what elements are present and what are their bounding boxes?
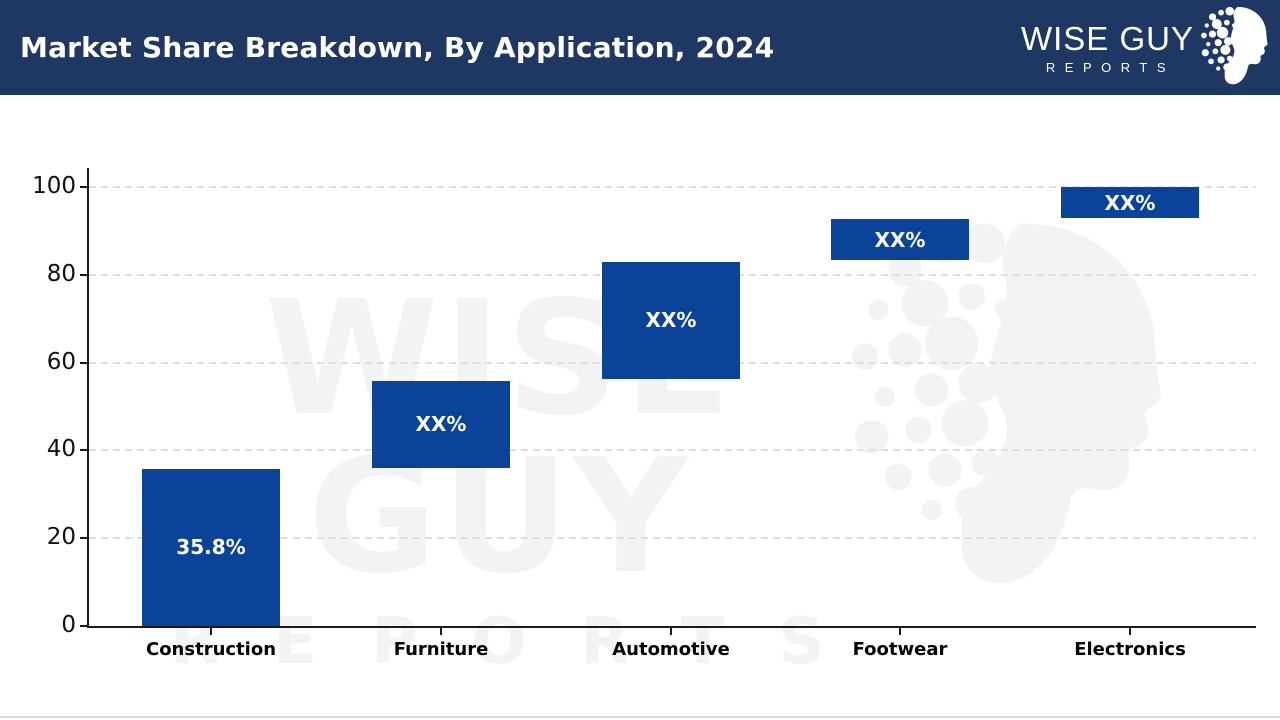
y-tick-60 bbox=[80, 361, 88, 364]
bar-automotive: XX% bbox=[602, 261, 740, 380]
y-tick-label-100: 100 bbox=[32, 173, 76, 199]
bar-value-label: XX% bbox=[415, 412, 467, 437]
y-tick-label-20: 20 bbox=[46, 524, 76, 551]
x-axis-label-furniture: Furniture bbox=[393, 639, 489, 660]
footer-divider bbox=[0, 716, 1280, 718]
logo-wordmark: WISE GUY bbox=[1020, 19, 1194, 57]
x-axis-label-construction: Construction bbox=[145, 639, 277, 660]
x-axis-label-automotive: Automotive bbox=[612, 639, 730, 660]
bar-value-label: 35.8% bbox=[176, 535, 246, 560]
y-tick-label-80: 80 bbox=[46, 260, 76, 287]
bar-footwear: XX% bbox=[831, 219, 969, 260]
bar-value-label: XX% bbox=[1104, 190, 1156, 215]
y-tick-label-0: 0 bbox=[61, 612, 76, 638]
logo-subtitle: REPORTS bbox=[1045, 59, 1176, 75]
y-tick-0 bbox=[80, 625, 88, 627]
bar-construction: 35.8% bbox=[142, 468, 280, 626]
bar-furniture: XX% bbox=[372, 381, 510, 468]
x-tick-electronics bbox=[1129, 628, 1131, 635]
y-axis-line bbox=[87, 168, 89, 628]
y-tick-20 bbox=[80, 537, 88, 540]
wise-guy-logo: WISE GUY REPORTS bbox=[1021, 4, 1270, 90]
x-axis-line bbox=[87, 626, 1256, 628]
header: Market Share Breakdown, By Application, … bbox=[0, 0, 1280, 95]
bar-value-label: XX% bbox=[874, 227, 926, 252]
y-tick-100 bbox=[80, 186, 88, 188]
page-title: Market Share Breakdown, By Application, … bbox=[20, 31, 775, 64]
x-tick-construction bbox=[210, 628, 212, 635]
gridline-100 bbox=[89, 186, 1256, 188]
logo-text: WISE GUY REPORTS bbox=[1021, 20, 1194, 75]
y-tick-label-40: 40 bbox=[46, 436, 76, 463]
bar-value-label: XX% bbox=[645, 308, 697, 333]
gridline-40 bbox=[89, 449, 1256, 452]
x-tick-automotive bbox=[670, 628, 672, 635]
y-tick-40 bbox=[80, 449, 88, 452]
gridline-20 bbox=[89, 537, 1256, 540]
x-tick-footwear bbox=[899, 628, 901, 635]
y-tick-label-60: 60 bbox=[46, 348, 76, 375]
x-tick-furniture bbox=[440, 628, 442, 635]
y-tick-80 bbox=[80, 273, 88, 276]
x-axis-label-electronics: Electronics bbox=[1074, 639, 1186, 660]
bar-electronics: XX% bbox=[1061, 187, 1199, 219]
x-axis-label-footwear: Footwear bbox=[852, 639, 948, 660]
chart-area: WISE GUY REPORTS 0 20 40 60 80 100 35.8% Constr… bbox=[0, 95, 1280, 716]
